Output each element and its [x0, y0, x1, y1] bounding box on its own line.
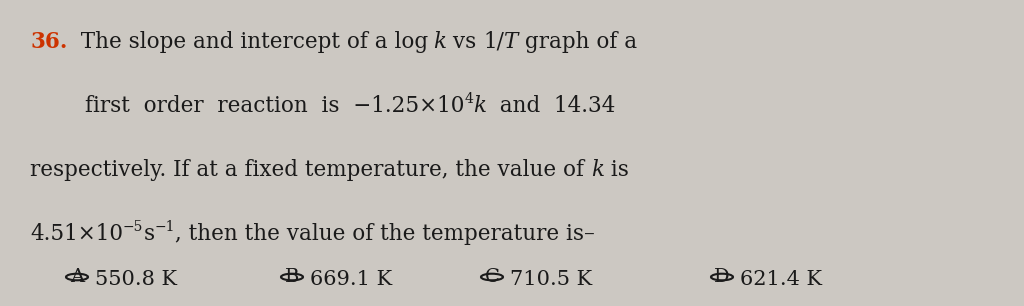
- Text: , then the value of the temperature is–: , then the value of the temperature is–: [175, 223, 595, 245]
- Text: 4.51×10: 4.51×10: [30, 223, 123, 245]
- Text: respectively. If at a fixed temperature, the value of: respectively. If at a fixed temperature,…: [30, 159, 591, 181]
- Text: is: is: [604, 159, 629, 181]
- Text: 621.4 K: 621.4 K: [740, 270, 822, 289]
- Text: 1/: 1/: [483, 31, 504, 53]
- Text: graph of a: graph of a: [518, 31, 637, 53]
- Text: −5: −5: [123, 220, 143, 234]
- Text: 669.1 K: 669.1 K: [310, 270, 392, 289]
- Text: −1: −1: [155, 220, 175, 234]
- Text: k: k: [433, 31, 445, 53]
- Text: The slope and intercept of a log: The slope and intercept of a log: [68, 31, 433, 53]
- Text: first  order  reaction  is  −1.25×10: first order reaction is −1.25×10: [85, 95, 464, 117]
- Text: s: s: [143, 223, 155, 245]
- Text: k: k: [591, 159, 604, 181]
- Text: C: C: [484, 268, 500, 286]
- Text: D: D: [714, 268, 730, 286]
- Text: and  14.34: and 14.34: [486, 95, 615, 117]
- Text: vs: vs: [445, 31, 483, 53]
- Text: 550.8 K: 550.8 K: [95, 270, 177, 289]
- Text: A: A: [70, 268, 84, 286]
- Text: 36.: 36.: [30, 31, 68, 53]
- Text: 710.5 K: 710.5 K: [510, 270, 592, 289]
- Text: B: B: [285, 268, 299, 286]
- Text: T: T: [504, 31, 518, 53]
- Text: k: k: [473, 95, 486, 117]
- Text: 4: 4: [464, 92, 473, 106]
